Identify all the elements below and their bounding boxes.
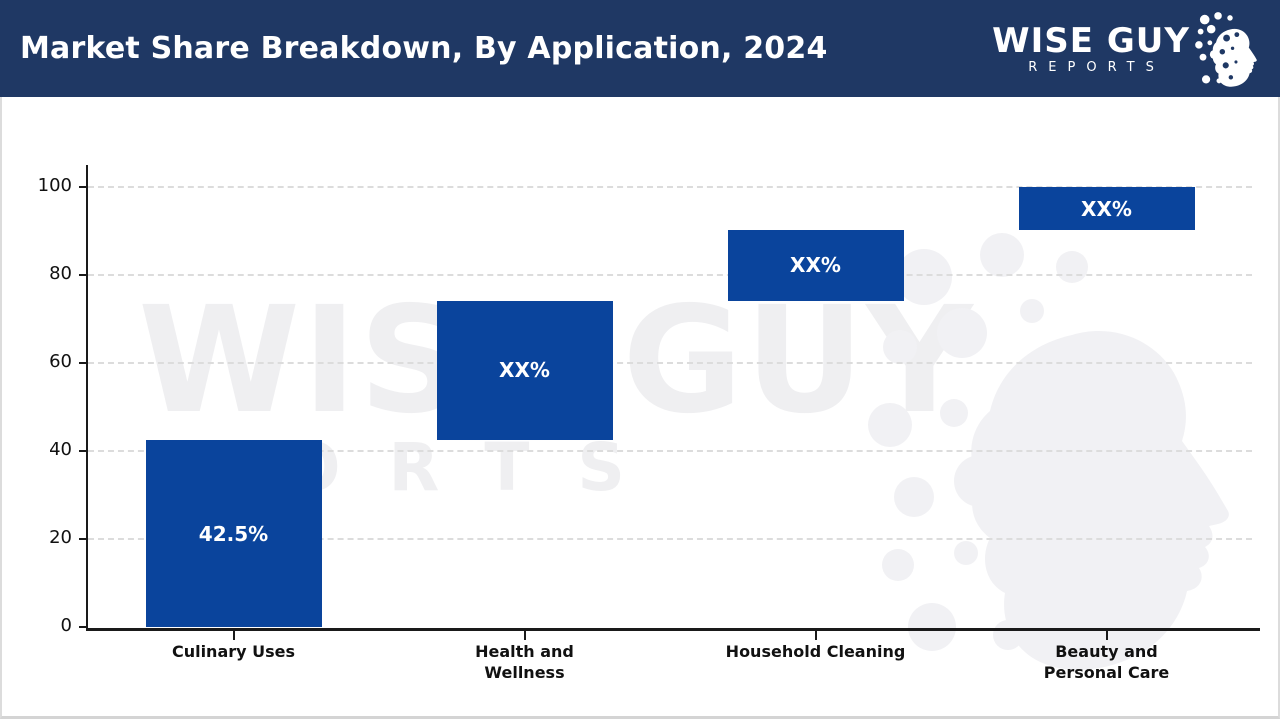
category-label: Culinary Uses [171, 642, 296, 661]
x-tick-mark [814, 631, 817, 640]
header-bar: Market Share Breakdown, By Application, … [0, 0, 1280, 97]
category-label: Health and Wellness [475, 642, 574, 682]
bar-segment: XX% [727, 230, 904, 301]
y-tick-label: 60 [49, 351, 72, 372]
y-tick-label: 100 [37, 175, 72, 196]
bar-segment: XX% [1018, 187, 1195, 231]
gridline [88, 186, 1252, 188]
y-tick-mark [79, 274, 88, 276]
bar-segment: 42.5% [145, 440, 322, 627]
bar-value-label: XX% [1081, 196, 1132, 221]
y-axis-line [86, 165, 88, 630]
gridline [88, 538, 1252, 540]
y-tick-label: 0 [60, 615, 72, 636]
bar-value-label: XX% [790, 253, 841, 278]
gridline [88, 274, 1252, 276]
y-tick-label: 20 [49, 527, 72, 548]
logo-text: WISE GUY REPORTS [992, 24, 1190, 74]
y-tick-mark [79, 626, 88, 628]
x-axis-line [86, 628, 1260, 631]
y-tick-mark [79, 538, 88, 540]
x-tick-mark [232, 631, 235, 640]
x-tick-mark [1105, 631, 1108, 640]
logo-wiseguy-text: WISE GUY [992, 20, 1190, 61]
x-tick-mark [523, 631, 526, 640]
logo-head-icon [1195, 11, 1257, 87]
logo-reports-text: REPORTS [1028, 59, 1165, 75]
y-tick-label: 80 [49, 263, 72, 284]
y-tick-mark [79, 186, 88, 188]
y-tick-mark [79, 362, 88, 364]
gridline [88, 450, 1252, 452]
gridline [88, 362, 1252, 364]
chart-title: Market Share Breakdown, By Application, … [20, 31, 828, 66]
category-label: Household Cleaning [725, 642, 906, 661]
y-tick-mark [79, 450, 88, 452]
bar-value-label: 42.5% [198, 521, 269, 546]
bar-segment: XX% [436, 300, 613, 440]
category-label: Beauty and Personal Care [1043, 642, 1170, 682]
wise-guy-reports-logo: WISE GUY REPORTS [992, 7, 1280, 91]
bar-value-label: XX% [499, 358, 550, 383]
y-tick-label: 40 [49, 439, 72, 460]
